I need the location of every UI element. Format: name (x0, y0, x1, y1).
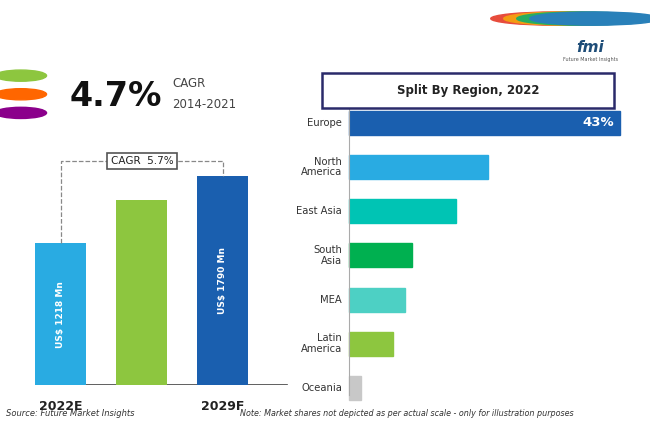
FancyBboxPatch shape (540, 33, 640, 63)
Text: East Asia: East Asia (296, 206, 342, 216)
Bar (348, 199, 456, 223)
Text: 2014-2021: 2014-2021 (172, 98, 237, 111)
Text: CAGR: CAGR (172, 77, 205, 90)
Bar (116, 199, 167, 385)
Text: MEA: MEA (320, 294, 342, 305)
Text: US$ 1218 Mn: US$ 1218 Mn (57, 281, 65, 348)
Bar (348, 288, 406, 312)
Circle shape (504, 12, 634, 25)
Bar (198, 176, 248, 385)
Circle shape (530, 12, 650, 25)
Text: Note: Market shares not depicted as per actual scale - only for illustration pur: Note: Market shares not depicted as per … (240, 409, 574, 418)
Circle shape (491, 12, 621, 25)
Circle shape (0, 70, 47, 81)
Bar (348, 111, 620, 135)
Text: South
Asia: South Asia (313, 245, 342, 266)
Text: Split By Region, 2022: Split By Region, 2022 (396, 84, 540, 97)
FancyBboxPatch shape (322, 73, 614, 108)
Bar (348, 244, 412, 268)
Text: North
America: North America (301, 157, 342, 177)
Bar (348, 155, 488, 179)
Text: 2029F: 2029F (202, 400, 244, 413)
FancyBboxPatch shape (107, 154, 177, 169)
Text: Source: Future Market Insights: Source: Future Market Insights (6, 409, 135, 418)
Text: 43%: 43% (582, 116, 614, 129)
Circle shape (517, 12, 647, 25)
Text: US$ 1790 Mn: US$ 1790 Mn (218, 247, 227, 314)
Text: CAGR  5.7%: CAGR 5.7% (111, 156, 173, 166)
Text: Latin
America: Latin America (301, 333, 342, 354)
Circle shape (0, 89, 47, 100)
Bar (35, 243, 86, 385)
Circle shape (0, 107, 47, 119)
Text: 2022E: 2022E (39, 400, 83, 413)
Bar (348, 376, 361, 400)
Text: 4.7%: 4.7% (70, 80, 162, 113)
Text: Europe: Europe (307, 118, 342, 128)
Text: Global IBC Rental Business Market Analysis 2022-
2029: Global IBC Rental Business Market Analys… (13, 12, 463, 47)
Text: fmi: fmi (577, 40, 604, 55)
Text: Oceania: Oceania (301, 383, 342, 393)
Text: Future Market Insights: Future Market Insights (563, 57, 618, 62)
Bar (348, 332, 393, 356)
